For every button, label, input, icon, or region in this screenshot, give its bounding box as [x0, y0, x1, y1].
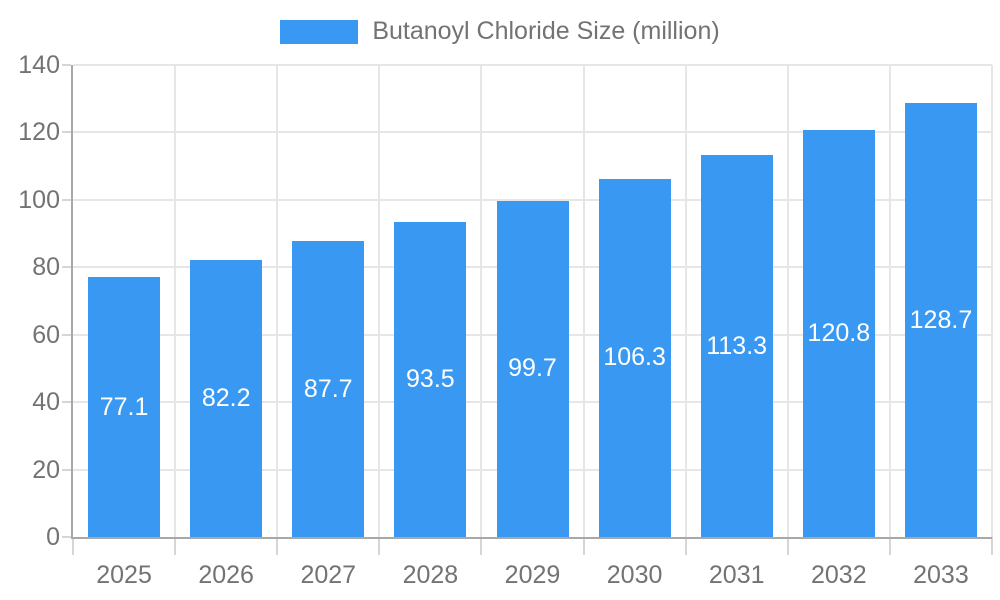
y-axis-line: [71, 65, 73, 537]
y-gridline: [73, 131, 992, 134]
bar-2030[interactable]: 106.3: [598, 178, 671, 537]
y-axis-tick: [62, 198, 71, 201]
bar-2025[interactable]: 77.1: [88, 277, 161, 537]
x-axis-label: 2027: [300, 561, 357, 589]
legend-item[interactable]: Butanoyl Chloride Size (million): [280, 17, 720, 46]
x-axis-label: 2032: [811, 561, 867, 589]
bar-value-label: 87.7: [303, 374, 353, 403]
bar-value-label: 106.3: [603, 343, 666, 372]
bar-value-label: 77.1: [99, 392, 149, 421]
x-gridline: [888, 65, 891, 537]
x-axis-label: 2033: [913, 561, 969, 589]
y-axis-label: 120: [18, 118, 60, 147]
x-gridline: [786, 65, 789, 537]
x-axis-tick: [480, 537, 483, 555]
bar-2033[interactable]: 128.7: [904, 103, 977, 537]
y-axis-tick: [62, 401, 71, 404]
x-axis-label: 2031: [708, 561, 765, 589]
x-gridline: [276, 65, 279, 537]
y-axis-tick: [62, 266, 71, 269]
x-axis-tick: [72, 537, 74, 555]
bar-2028[interactable]: 93.5: [394, 221, 467, 537]
x-axis-label: 2025: [96, 561, 152, 589]
y-gridline: [73, 198, 992, 201]
y-axis-label: 80: [32, 253, 60, 282]
legend: Butanoyl Chloride Size (million): [0, 17, 1000, 46]
x-axis-tick: [276, 537, 279, 555]
y-axis-label: 140: [18, 51, 60, 79]
x-axis-label: 2030: [606, 561, 663, 589]
y-axis-label: 100: [18, 185, 60, 214]
y-axis-tick: [62, 131, 71, 134]
y-axis-tick: [62, 64, 71, 66]
x-gridline: [480, 65, 483, 537]
x-gridline: [174, 65, 177, 537]
y-axis-tick: [62, 536, 71, 538]
bar-value-label: 120.8: [807, 318, 871, 347]
x-axis-tick: [786, 537, 789, 555]
legend-label: Butanoyl Chloride Size (million): [372, 17, 720, 45]
x-axis-tick: [174, 537, 177, 555]
x-gridline: [582, 65, 585, 537]
legend-swatch: [280, 19, 359, 44]
y-axis-tick: [62, 468, 71, 471]
x-axis-tick: [378, 537, 381, 555]
y-axis-label: 0: [46, 523, 60, 551]
x-axis-tick: [991, 537, 993, 555]
bar-2027[interactable]: 87.7: [292, 241, 365, 537]
y-axis-label: 40: [32, 388, 60, 417]
x-gridline: [378, 65, 381, 537]
bar-2032[interactable]: 120.8: [802, 129, 875, 537]
y-axis-label: 20: [32, 455, 60, 484]
x-axis-line: [71, 537, 992, 539]
x-axis-label: 2028: [402, 561, 459, 589]
bar-value-label: 128.7: [909, 305, 973, 334]
x-axis-tick: [684, 537, 687, 555]
bar-2026[interactable]: 82.2: [190, 259, 263, 537]
x-axis-label: 2029: [504, 561, 561, 589]
bar-value-label: 82.2: [201, 383, 251, 412]
x-axis-label: 2026: [198, 561, 254, 589]
x-gridline: [684, 65, 687, 537]
x-gridline: [991, 65, 993, 537]
bar-value-label: 113.3: [706, 331, 768, 360]
y-axis-label: 60: [32, 320, 60, 349]
y-axis-tick: [62, 333, 71, 336]
y-gridline: [73, 64, 992, 66]
bar-value-label: 99.7: [508, 354, 557, 383]
bar-2029[interactable]: 99.7: [496, 200, 569, 537]
bar-value-label: 93.5: [406, 364, 455, 393]
x-axis-tick: [888, 537, 891, 555]
bar-2031[interactable]: 113.3: [700, 155, 773, 537]
x-axis-tick: [582, 537, 585, 555]
